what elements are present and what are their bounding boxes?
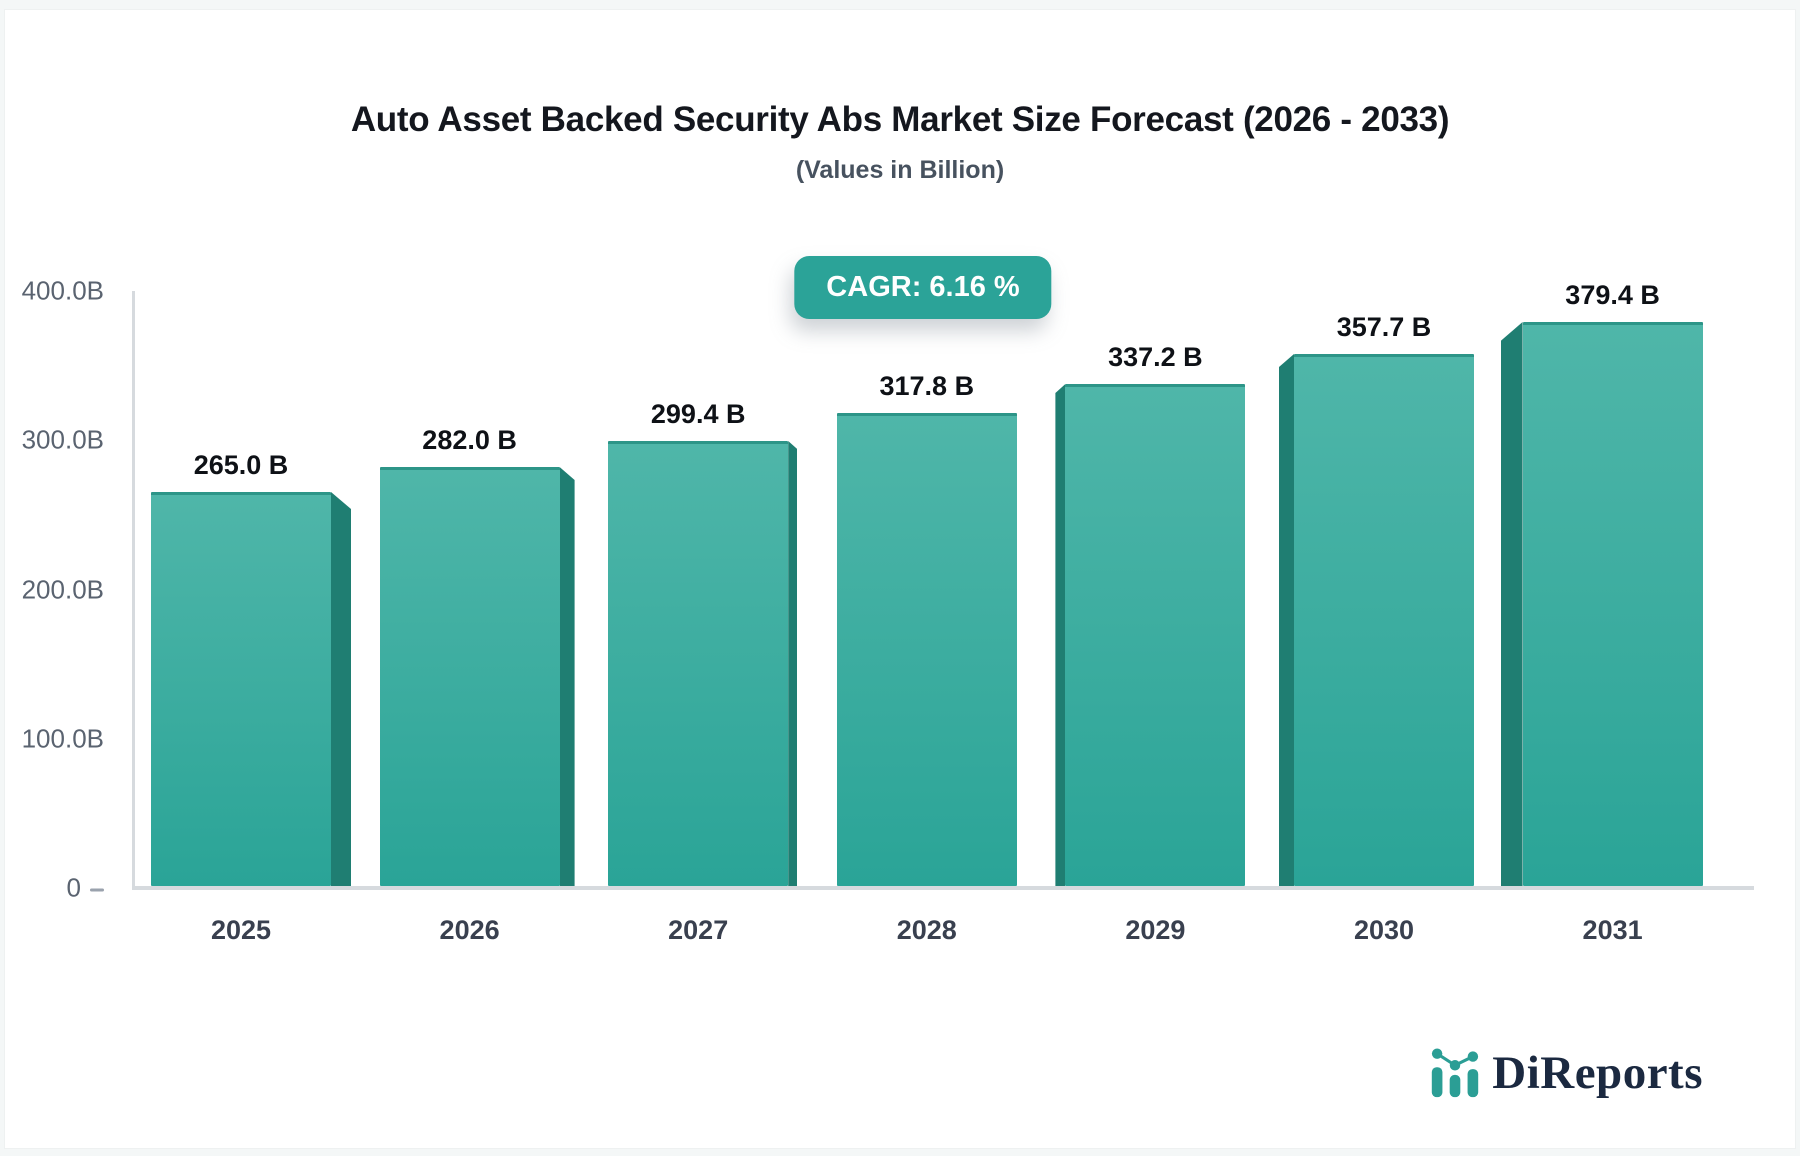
bar-face[interactable] xyxy=(1522,322,1703,886)
y-tick-label: 100.0B xyxy=(21,723,104,754)
y-tick-label: 400.0B xyxy=(21,275,104,306)
bar-side-3d xyxy=(1279,354,1294,886)
y-tick-label: 200.0B xyxy=(21,574,104,604)
bar[interactable]: 265.0 B xyxy=(151,450,351,886)
cagr-badge: CAGR: 6.16 % xyxy=(794,256,1052,319)
bar[interactable]: 317.8 B xyxy=(836,371,1017,886)
bar-value-label: 337.2 B xyxy=(1108,342,1203,372)
bar-side-3d xyxy=(788,441,798,886)
bar[interactable]: 337.2 B xyxy=(1055,342,1246,886)
bar-face[interactable] xyxy=(608,441,789,886)
bar-value-label: 379.4 B xyxy=(1565,280,1660,310)
logo-text: DiReports xyxy=(1492,1047,1703,1099)
y-tick-label: 300.0B xyxy=(21,424,104,455)
bar-side-3d xyxy=(1055,384,1066,886)
bar[interactable]: 282.0 B xyxy=(379,425,575,886)
chart-subtitle: (Values in Billion) xyxy=(795,156,1005,184)
bar-value-label: 299.4 B xyxy=(650,399,746,429)
chart-card: Auto Asset Backed Security Abs Market Si… xyxy=(4,9,1796,1149)
x-axis-baseline xyxy=(132,886,1754,890)
bar-value-label: 282.0 B xyxy=(422,425,517,455)
bar[interactable]: 299.4 B xyxy=(608,399,798,886)
x-axis-category-label: 2025 xyxy=(210,915,272,945)
bar-value-label: 317.8 B xyxy=(879,371,975,401)
x-axis-category-label: 2030 xyxy=(1353,915,1415,945)
bar-side-3d xyxy=(331,492,351,886)
bars-area: 265.0 B 282.0 B 299.4 B 317.8 B 337.2 B 357.7… xyxy=(132,280,1754,886)
bar-value-label: 265.0 B xyxy=(193,450,289,480)
bar-face[interactable] xyxy=(151,492,331,886)
x-axis-category-label: 2028 xyxy=(896,915,957,945)
y-axis-line xyxy=(132,291,135,888)
x-axis-category-label: 2029 xyxy=(1125,915,1186,945)
zero-tick-mark xyxy=(90,888,104,892)
bar[interactable]: 379.4 B xyxy=(1500,280,1703,886)
bar[interactable]: 357.7 B xyxy=(1279,312,1474,886)
bar-face[interactable] xyxy=(1294,354,1474,886)
x-axis-category-label: 2026 xyxy=(439,915,500,945)
bar-chart-logo-icon xyxy=(1426,1044,1484,1102)
direports-logo: DiReports xyxy=(1426,1044,1703,1102)
chart-title: Auto Asset Backed Security Abs Market Si… xyxy=(350,100,1450,139)
bar-face[interactable] xyxy=(836,413,1017,886)
bar-value-label: 357.7 B xyxy=(1336,312,1432,342)
bar-side-3d xyxy=(559,467,575,886)
bar-face[interactable] xyxy=(1065,384,1246,886)
y-tick-label: 0 xyxy=(5,873,104,904)
plot-area: 400.0B 300.0B 200.0B 100.0B 0 265.0 B 282.0 B… xyxy=(5,10,1795,1148)
bar-face[interactable] xyxy=(379,467,560,886)
bar-side-3d xyxy=(1500,322,1523,886)
x-axis-category-label: 2031 xyxy=(1582,915,1643,945)
x-axis-category-label: 2027 xyxy=(668,915,729,945)
